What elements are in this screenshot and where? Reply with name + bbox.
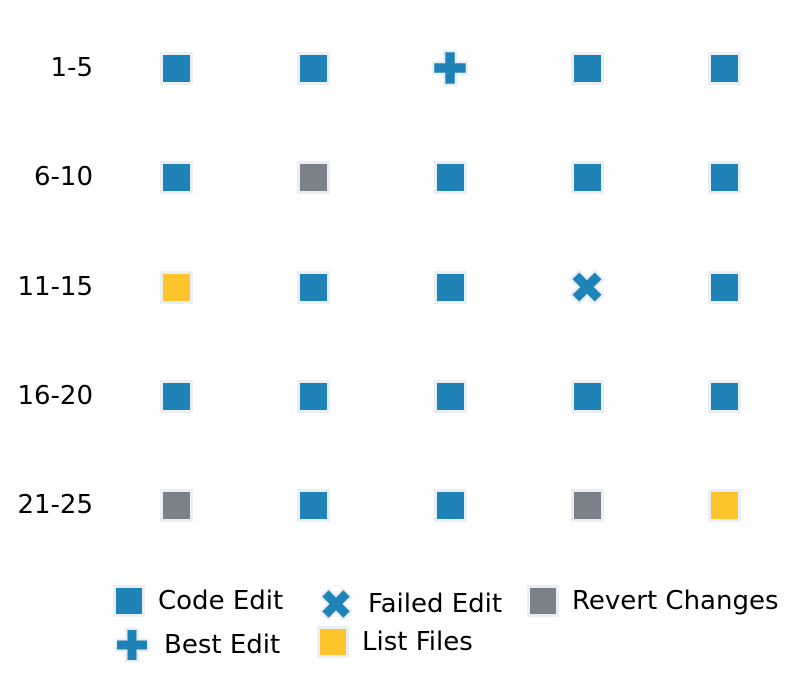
legend-label: Revert Changes xyxy=(572,586,779,616)
row-label-11-15: 11-15 xyxy=(17,272,93,302)
legend-item-list-files: List Files xyxy=(317,626,473,658)
legend-label: Failed Edit xyxy=(368,589,503,619)
code-edit-square-icon xyxy=(159,160,193,194)
code-edit-square-icon xyxy=(570,160,604,194)
grid-cell xyxy=(430,48,470,88)
code-edit-square-icon xyxy=(296,270,330,304)
grid-cell xyxy=(296,488,330,522)
code-edit-square-icon xyxy=(296,379,330,413)
revert-changes-square-icon xyxy=(159,488,193,522)
legend-label: Code Edit xyxy=(158,586,284,616)
grid-cell xyxy=(707,488,741,522)
code-edit-square-icon xyxy=(296,51,330,85)
grid-cell xyxy=(570,379,604,413)
legend-label: List Files xyxy=(362,627,473,657)
code-edit-square-icon xyxy=(113,585,145,617)
revert-changes-square-icon xyxy=(527,585,559,617)
code-edit-square-icon xyxy=(296,488,330,522)
legend-item-failed-edit: Failed Edit xyxy=(317,585,502,623)
code-edit-square-icon xyxy=(159,379,193,413)
code-edit-square-icon xyxy=(707,270,741,304)
code-edit-square-icon xyxy=(433,488,467,522)
row-label-6-10: 6-10 xyxy=(33,162,93,192)
grid-cell xyxy=(433,379,467,413)
best-edit-plus-icon xyxy=(114,627,150,663)
grid-cell xyxy=(159,270,193,304)
code-edit-square-icon xyxy=(707,160,741,194)
grid-cell xyxy=(159,160,193,194)
code-edit-square-icon xyxy=(570,51,604,85)
list-files-square-icon xyxy=(707,488,741,522)
grid-cell xyxy=(707,379,741,413)
grid-cell xyxy=(567,267,607,307)
grid-cell xyxy=(296,379,330,413)
revert-changes-square-icon xyxy=(570,488,604,522)
code-edit-square-icon xyxy=(433,379,467,413)
grid-cell xyxy=(159,379,193,413)
grid-cell xyxy=(570,51,604,85)
code-edit-square-icon xyxy=(433,270,467,304)
code-edit-square-icon xyxy=(433,160,467,194)
revert-changes-square-icon xyxy=(296,160,330,194)
grid-cell xyxy=(570,488,604,522)
grid-cell xyxy=(433,160,467,194)
legend-item-best-edit: Best Edit xyxy=(113,626,280,664)
code-edit-square-icon xyxy=(570,379,604,413)
grid-cell xyxy=(707,270,741,304)
grid-cell xyxy=(296,160,330,194)
grid-cell xyxy=(296,270,330,304)
grid-cell xyxy=(296,51,330,85)
code-edit-square-icon xyxy=(159,51,193,85)
grid-cell xyxy=(707,160,741,194)
row-label-21-25: 21-25 xyxy=(17,490,93,520)
grid-cell xyxy=(433,270,467,304)
failed-edit-x-icon xyxy=(568,268,606,306)
row-label-16-20: 16-20 xyxy=(17,381,93,411)
list-files-square-icon xyxy=(317,626,349,658)
row-label-1-5: 1-5 xyxy=(50,53,93,83)
code-edit-square-icon xyxy=(707,51,741,85)
code-edit-square-icon xyxy=(707,379,741,413)
grid-cell xyxy=(159,488,193,522)
failed-edit-x-icon xyxy=(318,586,354,622)
legend-label: Best Edit xyxy=(164,630,281,660)
grid-cell xyxy=(707,51,741,85)
grid-cell xyxy=(433,488,467,522)
legend-item-code-edit: Code Edit xyxy=(113,585,283,617)
list-files-square-icon xyxy=(159,270,193,304)
grid-cell xyxy=(159,51,193,85)
grid-cell xyxy=(570,160,604,194)
best-edit-plus-icon xyxy=(431,49,469,87)
legend-item-revert-changes: Revert Changes xyxy=(527,585,779,617)
